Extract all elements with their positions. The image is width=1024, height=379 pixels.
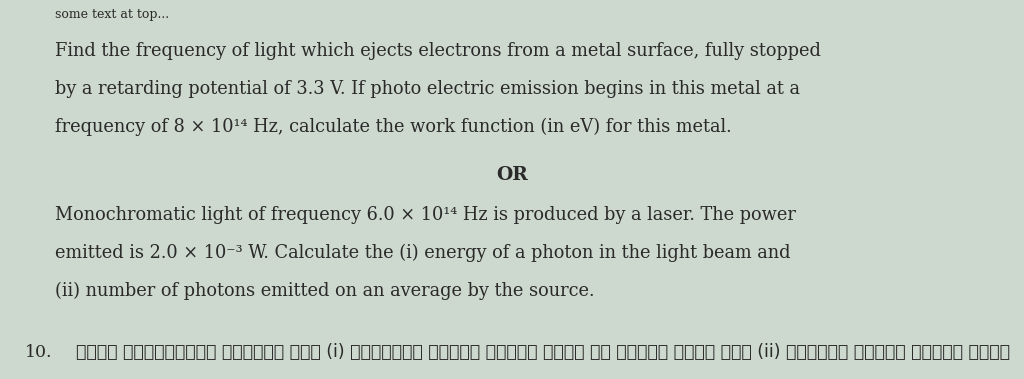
Text: frequency of 8 × 10¹⁴ Hz, calculate the work function (in eV) for this metal.: frequency of 8 × 10¹⁴ Hz, calculate the … xyxy=(55,118,731,136)
Text: by a retarding potential of 3.3 V. If photo electric emission begins in this met: by a retarding potential of 3.3 V. If ph… xyxy=(55,80,800,98)
Text: OR: OR xyxy=(496,166,528,184)
Text: some text at top...: some text at top... xyxy=(55,8,169,21)
Text: किसी हाइड्रोजन परमाणु में (i) द्वितीय अनुमत उर्जा स्तर से प्रथम स्तर तथा (ii) उच: किसी हाइड्रोजन परमाणु में (i) द्वितीय अन… xyxy=(65,343,1010,361)
Text: (ii) number of photons emitted on an average by the source.: (ii) number of photons emitted on an ave… xyxy=(55,282,595,300)
Text: Find the frequency of light which ejects electrons from a metal surface, fully s: Find the frequency of light which ejects… xyxy=(55,42,821,60)
Text: 10.: 10. xyxy=(25,344,52,361)
Text: emitted is 2.0 × 10⁻³ W. Calculate the (i) energy of a photon in the light beam : emitted is 2.0 × 10⁻³ W. Calculate the (… xyxy=(55,244,791,262)
Text: Monochromatic light of frequency 6.0 × 10¹⁴ Hz is produced by a laser. The power: Monochromatic light of frequency 6.0 × 1… xyxy=(55,206,796,224)
